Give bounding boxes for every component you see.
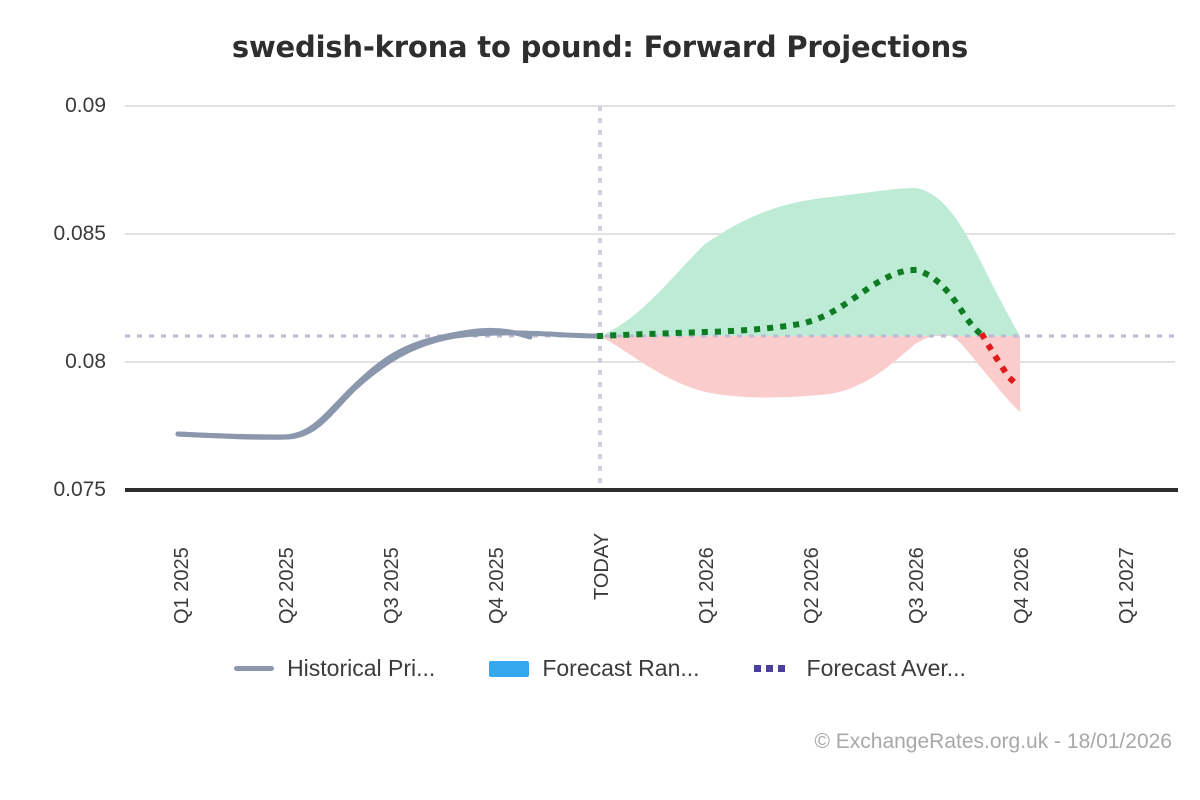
xtick-label-q3-2026: Q3 2026 xyxy=(906,547,928,624)
xtick-label-q2-2026: Q2 2026 xyxy=(801,547,823,624)
xtick-label-q2-2025: Q2 2025 xyxy=(276,547,298,624)
historical-price-swatch-icon xyxy=(234,666,275,671)
forecast-average-line-red xyxy=(978,331,1026,391)
page-title: swedish-krona to pound: Forward Projecti… xyxy=(231,30,969,64)
ytick-label: 0.08 xyxy=(65,350,106,373)
forecast-range-swatch-icon xyxy=(489,660,530,677)
xtick-label-q1-2027: Q1 2027 xyxy=(1116,547,1138,624)
legend-item-forecast-average[interactable]: Forecast Aver... xyxy=(753,655,966,682)
chart-legend: Historical Pri... Forecast Ran... Foreca… xyxy=(0,655,1200,682)
forecast-average-line-green xyxy=(596,266,988,341)
copyright-credit: © ExchangeRates.org.uk - 18/01/2026 xyxy=(814,730,1172,753)
legend-item-forecast-range[interactable]: Forecast Ran... xyxy=(489,655,700,682)
historical-price-curve xyxy=(175,330,603,440)
legend-label-forecast-range: Forecast Ran... xyxy=(542,655,700,681)
xtick-label-q4-2026: Q4 2026 xyxy=(1011,547,1033,624)
legend-item-historical-price[interactable]: Historical Pri... xyxy=(234,655,435,682)
forecast-average-swatch-icon xyxy=(753,665,794,672)
forecast-range-upper-band xyxy=(600,188,1020,336)
legend-label-forecast-average: Forecast Aver... xyxy=(806,655,966,681)
xtick-label-q1-2025: Q1 2025 xyxy=(171,547,193,624)
xtick-label-q4-2025: Q4 2025 xyxy=(486,547,508,624)
xtick-label-q1-2026: Q1 2026 xyxy=(696,547,718,624)
historical-price-line xyxy=(175,327,533,440)
ytick-label: 0.075 xyxy=(53,478,106,501)
legend-label-historical-price: Historical Pri... xyxy=(287,655,436,681)
plot-area xyxy=(125,105,1178,492)
ytick-label: 0.085 xyxy=(53,222,106,245)
forecast-range-lower-band xyxy=(600,334,1020,412)
xtick-label-today: TODAY xyxy=(591,532,613,600)
ytick-label: 0.09 xyxy=(65,94,106,117)
xtick-label-q3-2025: Q3 2025 xyxy=(381,547,403,624)
